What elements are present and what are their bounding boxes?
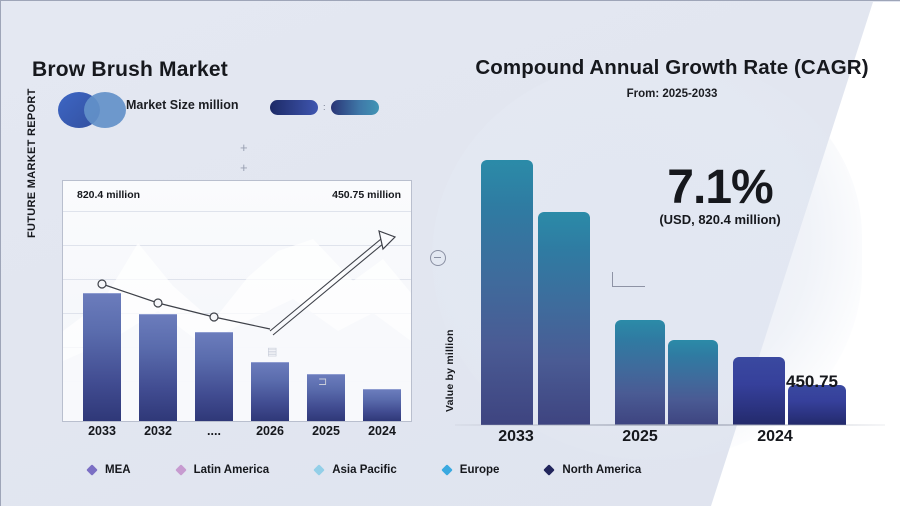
legend-label: MEA xyxy=(105,464,131,476)
bar-2024 xyxy=(363,389,401,421)
gridline xyxy=(63,279,411,280)
plus-icon-1: + xyxy=(240,140,248,155)
diamond-icon xyxy=(86,464,98,476)
x-label-2024: 2024 xyxy=(368,424,396,438)
gridline xyxy=(63,245,411,246)
cagr-subtitle: From: 2025-2033 xyxy=(626,88,718,100)
left-chart-x-axis: 2033 2032 .... 2026 2025 2024 xyxy=(62,424,410,446)
x-label-2033: 2033 xyxy=(88,424,116,438)
pill-separator: : xyxy=(323,102,326,112)
bar-2033-primary xyxy=(481,160,533,425)
x-label-2032: 2032 xyxy=(144,424,172,438)
cagr-note: (USD, 820.4 million) xyxy=(659,212,781,227)
diamond-icon xyxy=(543,464,556,476)
bar-2024-primary xyxy=(733,357,785,425)
bar-2026 xyxy=(251,362,289,421)
annotation-end: 450.75 million xyxy=(332,189,401,201)
doc-icon: ▤ xyxy=(267,346,278,358)
chart-baseline xyxy=(455,424,885,426)
market-size-caption: Market Size million xyxy=(126,98,239,112)
bar-2025-secondary xyxy=(668,340,718,425)
legend-item-latin-america[interactable]: Latin America xyxy=(174,464,270,476)
x-label-2033: 2033 xyxy=(498,428,534,445)
bar-2032 xyxy=(139,314,177,421)
logo-icon xyxy=(58,92,126,128)
y-axis-label-left: FUTURE MARKET REPORT xyxy=(26,88,38,238)
x-label-ellipsis: .... xyxy=(207,424,221,438)
corner-marker xyxy=(612,272,645,287)
pill-swatch-dark xyxy=(270,100,318,115)
market-size-chart: ▤ ⊐ 820.4 million 450.75 million xyxy=(62,180,412,422)
legend-item-north-america[interactable]: North America xyxy=(543,464,642,476)
cagr-title: Compound Annual Growth Rate (CAGR) xyxy=(475,56,869,79)
gridline xyxy=(63,211,411,212)
data-label-450: 450.75 xyxy=(786,372,838,391)
legend-label: Europe xyxy=(459,464,500,476)
diamond-icon xyxy=(441,464,453,476)
plus-icon-2: + xyxy=(240,160,248,175)
logo-circle-light xyxy=(84,92,126,128)
bar-dots xyxy=(195,332,233,421)
diamond-icon xyxy=(313,464,325,476)
pill-legend: : xyxy=(270,100,379,115)
region-legend: MEA Latin America Asia Pacific Europe No… xyxy=(86,464,687,476)
x-label-2025: 2025 xyxy=(312,424,340,438)
share-icon: ⊐ xyxy=(318,376,328,388)
x-label-2026: 2026 xyxy=(256,424,284,438)
bar-2033 xyxy=(83,293,121,421)
trend-line-overlay xyxy=(97,230,397,336)
legend-item-europe[interactable]: Europe xyxy=(441,464,500,476)
annotation-start: 820.4 million xyxy=(77,189,141,201)
minus-circle-icon xyxy=(430,250,446,266)
bar-series xyxy=(63,181,411,421)
legend-label: North America xyxy=(562,464,642,476)
x-label-2024: 2024 xyxy=(757,428,793,445)
bar-2024-secondary xyxy=(788,385,846,425)
pill-swatch-gradient xyxy=(330,100,379,115)
legend-label: Latin America xyxy=(193,464,270,476)
cagr-chart xyxy=(455,140,885,425)
diamond-icon xyxy=(174,464,187,476)
legend-item-asia-pacific[interactable]: Asia Pacific xyxy=(313,464,397,476)
cagr-value: 7.1% xyxy=(667,161,773,214)
bar-2033-secondary xyxy=(538,212,590,425)
legend-item-mea[interactable]: MEA xyxy=(86,464,131,476)
page-title: Brow Brush Market xyxy=(32,58,228,81)
legend-label: Asia Pacific xyxy=(332,464,397,476)
right-chart-x-axis: 2033 2025 2024 xyxy=(455,428,885,452)
x-label-2025: 2025 xyxy=(622,428,658,445)
bar-2025 xyxy=(307,374,345,421)
bar-2025-primary xyxy=(615,320,665,425)
